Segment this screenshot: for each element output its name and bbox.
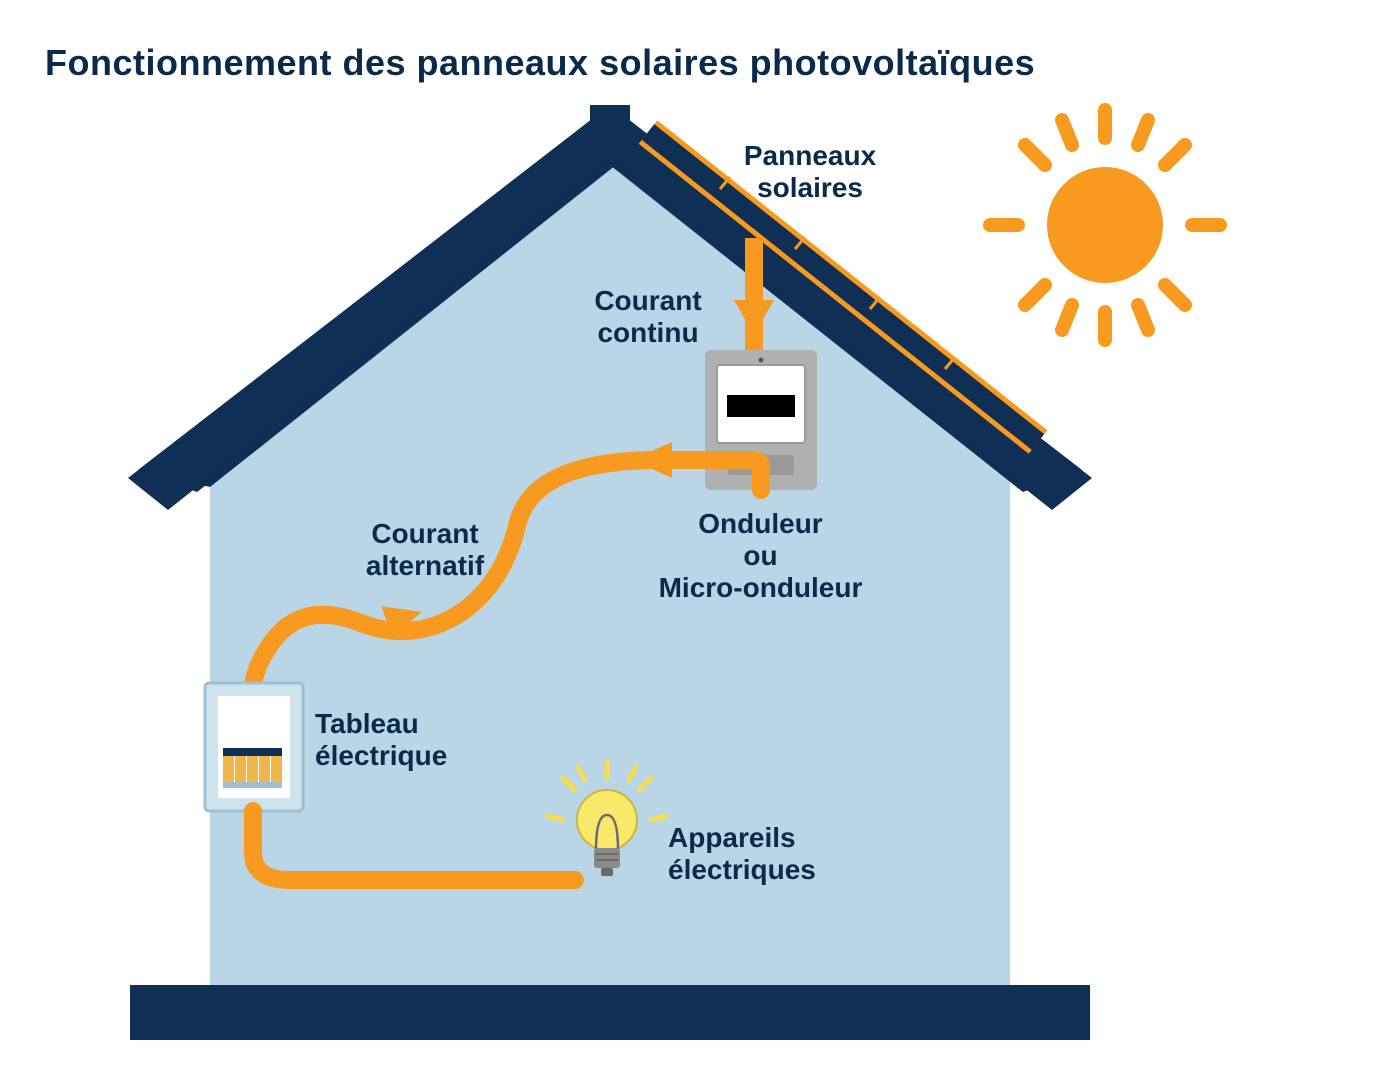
label-text: Micro-onduleur bbox=[659, 572, 863, 603]
label-text: solaires bbox=[757, 172, 863, 203]
roof-apex-cap bbox=[590, 105, 630, 160]
label-text: électrique bbox=[315, 740, 447, 771]
label-text: Appareils bbox=[668, 822, 796, 853]
label-text: Courant bbox=[594, 285, 701, 316]
label-text: Courant bbox=[371, 518, 478, 549]
label-text: alternatif bbox=[366, 550, 484, 581]
diagram-title: Fonctionnement des panneaux solaires pho… bbox=[45, 42, 1035, 84]
sun-icon bbox=[990, 110, 1220, 340]
label-text: Tableau bbox=[315, 708, 419, 739]
label-dc: Courant continu bbox=[548, 285, 748, 349]
label-text: continu bbox=[597, 317, 698, 348]
label-text: électriques bbox=[668, 854, 816, 885]
label-board: Tableau électrique bbox=[315, 708, 555, 772]
label-appliances: Appareils électriques bbox=[668, 822, 928, 886]
label-ac: Courant alternatif bbox=[310, 518, 540, 582]
house-base bbox=[130, 985, 1090, 1040]
electrical-panel-icon bbox=[205, 683, 303, 811]
label-text: ou bbox=[743, 540, 777, 571]
label-text: Onduleur bbox=[698, 508, 822, 539]
label-solar-panels: Panneaux solaires bbox=[700, 140, 920, 204]
label-inverter: Onduleur ou Micro-onduleur bbox=[618, 508, 903, 605]
label-text: Panneaux bbox=[744, 140, 876, 171]
diagram-stage: Fonctionnement des panneaux solaires pho… bbox=[0, 0, 1383, 1080]
